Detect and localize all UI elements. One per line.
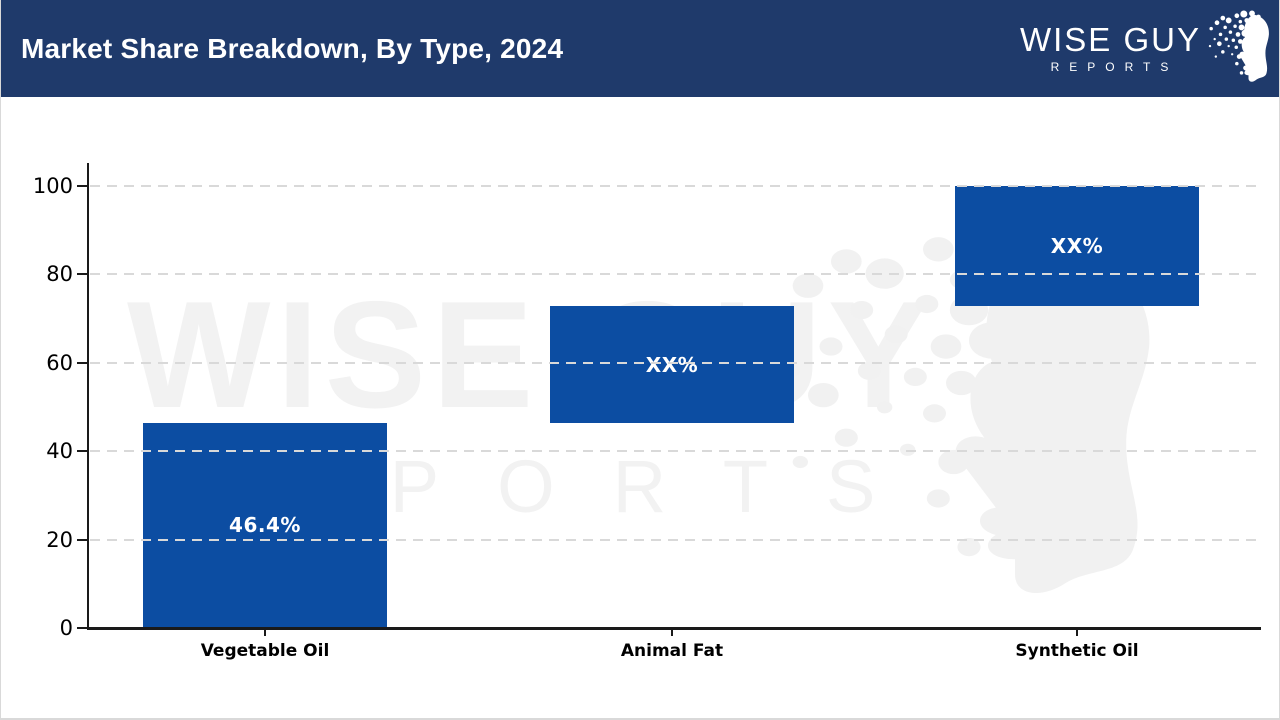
logo-wordmark: WISE GUY REPORTS: [1020, 23, 1201, 74]
y-gridline: [90, 185, 1257, 187]
x-axis-label: Synthetic Oil: [1015, 641, 1139, 661]
y-tick-mark: [77, 185, 87, 187]
logo-face-icon: [1208, 10, 1269, 82]
x-axis-spine: [87, 627, 1261, 630]
header-bar: Market Share Breakdown, By Type, 2024 WI…: [1, 0, 1279, 97]
chart-bar: 46.4%: [143, 422, 387, 628]
logo-wordmark-line2: REPORTS: [1050, 60, 1179, 74]
x-tick-mark: [1076, 628, 1078, 636]
y-tick-label: 100: [32, 174, 73, 198]
x-axis-label: Vegetable Oil: [200, 641, 330, 661]
bar-value-label: XX%: [645, 352, 699, 377]
page-title: Market Share Breakdown, By Type, 2024: [21, 32, 564, 64]
y-tick-mark: [77, 627, 87, 629]
y-gridline: [90, 450, 1257, 453]
y-gridline: [90, 361, 1257, 364]
y-tick-label: 40: [46, 439, 73, 464]
y-tick-label: 0: [59, 616, 73, 640]
x-tick-mark: [671, 628, 673, 636]
y-tick-mark: [77, 450, 87, 453]
y-tick-label: 20: [46, 527, 73, 552]
y-axis-spine: [87, 163, 89, 630]
brand-logo: WISE GUY REPORTS: [1020, 0, 1273, 97]
chart-bar: XX%: [955, 186, 1199, 307]
logo-wordmark-line1: WISE GUY: [1019, 21, 1201, 58]
bar-value-label: XX%: [1050, 234, 1104, 259]
chart-bar: XX%: [550, 306, 794, 423]
y-gridline: [90, 273, 1257, 276]
x-axis-label: Animal Fat: [620, 641, 724, 661]
y-tick-mark: [77, 361, 87, 364]
y-tick-mark: [77, 538, 87, 541]
y-tick-label: 60: [46, 350, 73, 375]
y-tick-mark: [77, 273, 87, 276]
y-tick-label: 80: [46, 262, 73, 287]
y-gridline: [90, 538, 1257, 541]
watermark-wordmark-line1: WISE GUY: [127, 270, 936, 440]
bar-value-label: 46.4%: [229, 513, 301, 538]
x-tick-mark: [264, 628, 266, 636]
